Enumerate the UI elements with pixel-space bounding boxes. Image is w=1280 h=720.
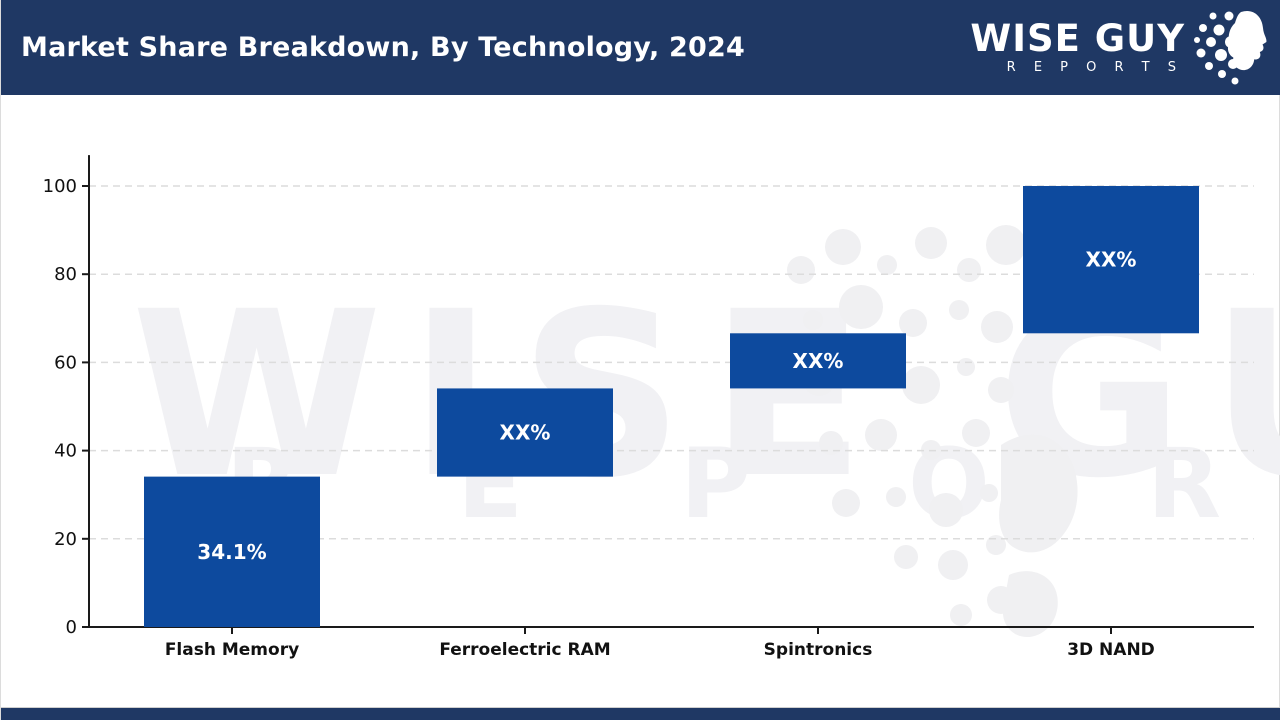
header: Market Share Breakdown, By Technology, 2…	[1, 0, 1280, 95]
y-tick-label: 0	[66, 617, 77, 638]
y-tick-label: 60	[54, 352, 77, 373]
y-tick-label: 100	[43, 176, 77, 197]
logo-subtext: R E P O R T S	[1006, 60, 1183, 75]
logo-face-icon	[1194, 10, 1267, 84]
bar	[437, 388, 613, 477]
y-tick-label: 40	[54, 441, 77, 462]
wise-guy-logo: WISE GUY R E P O R T S	[970, 6, 1267, 90]
bar-value-label: XX%	[793, 349, 844, 373]
category-label: Spintronics	[764, 640, 873, 660]
category-label: Flash Memory	[165, 640, 299, 660]
category-label: 3D NAND	[1067, 640, 1155, 660]
logo-text: WISE GUY R E P O R T S	[970, 20, 1185, 75]
bar-value-label: XX%	[1086, 248, 1137, 272]
y-tick-label: 80	[54, 264, 77, 285]
logo-wordmark: WISE GUY	[970, 17, 1185, 60]
bar-value-label: XX%	[500, 421, 551, 445]
bar-value-label: 34.1%	[197, 540, 266, 564]
bar	[144, 476, 320, 627]
waterfall-chart: 0 20 40 60 80 100 34.1% Flash Memory XX% Ferroele…	[43, 155, 1254, 660]
category-label: Ferroelectric RAM	[439, 640, 610, 660]
page-title: Market Share Breakdown, By Technology, 2…	[21, 32, 746, 63]
bar	[1023, 186, 1199, 334]
footer-bar	[1, 707, 1280, 720]
y-tick-label: 20	[54, 529, 77, 550]
